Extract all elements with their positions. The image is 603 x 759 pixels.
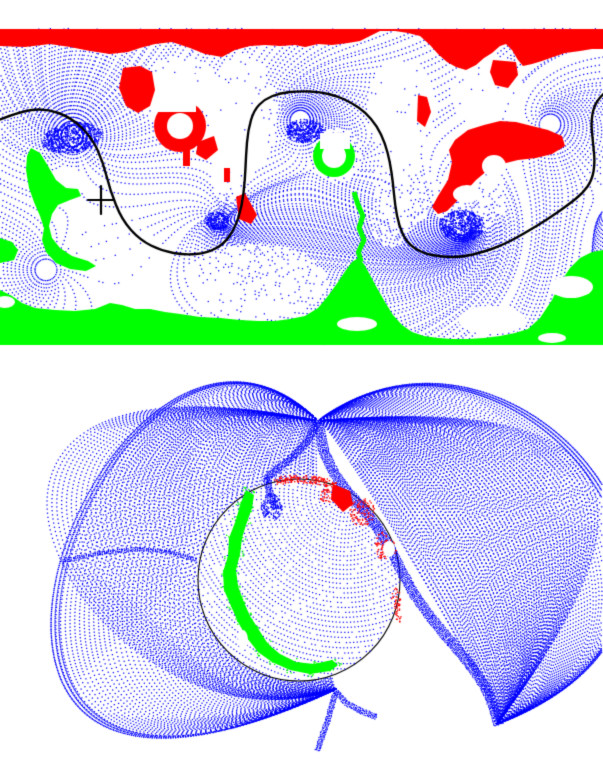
- sphere-view-panel: [0, 370, 603, 759]
- sphere-view-canvas: [0, 370, 603, 759]
- synoptic-map-panel: [0, 0, 603, 370]
- synoptic-map-canvas: [0, 0, 603, 370]
